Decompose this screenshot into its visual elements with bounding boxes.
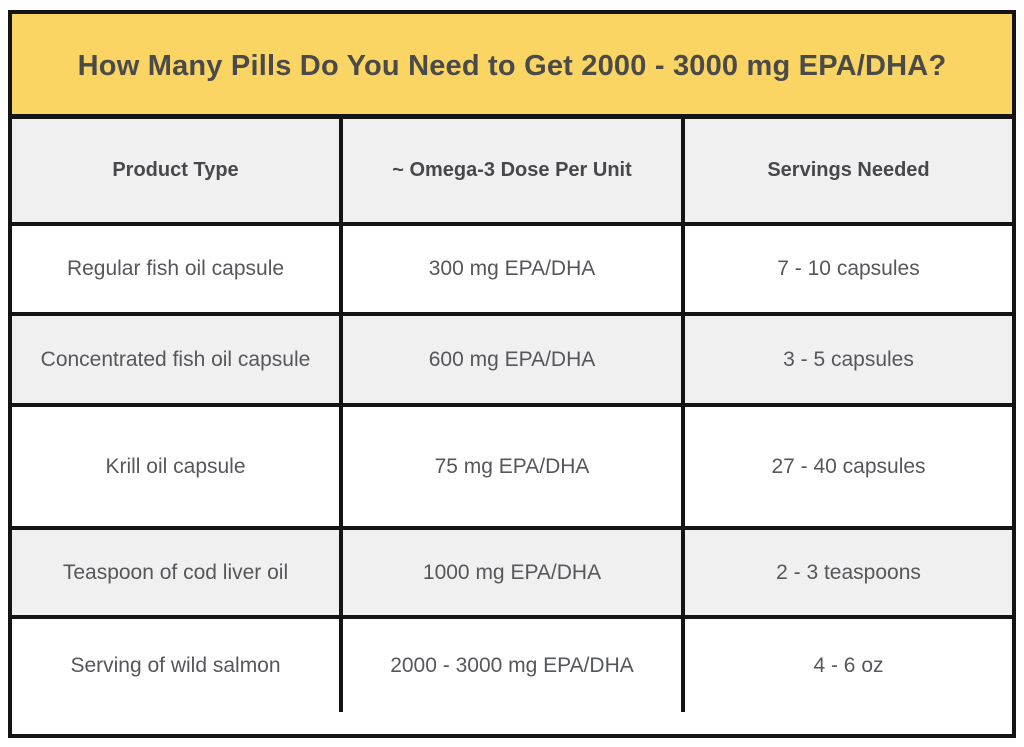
- cell-servings-needed: 2 - 3 teaspoons: [683, 528, 1012, 619]
- table-row-cod-liver-oil: Teaspoon of cod liver oil 1000 mg EPA/DH…: [12, 528, 1012, 619]
- cell-omega3-dose: 300 mg EPA/DHA: [341, 224, 685, 316]
- column-header-servings-needed: Servings Needed: [683, 119, 1012, 226]
- cell-omega3-dose: 75 mg EPA/DHA: [341, 405, 685, 530]
- table-title: How Many Pills Do You Need to Get 2000 -…: [77, 49, 947, 82]
- table-row-wild-salmon: Serving of wild salmon 2000 - 3000 mg EP…: [12, 617, 1012, 712]
- cell-omega3-dose: 1000 mg EPA/DHA: [341, 528, 685, 619]
- cell-servings-needed: 4 - 6 oz: [813, 653, 884, 677]
- title-band: How Many Pills Do You Need to Get 2000 -…: [12, 14, 1012, 119]
- cell-servings-needed: 3 - 5 capsules: [683, 314, 1012, 407]
- table-row-regular-fish-oil: Regular fish oil capsule 300 mg EPA/DHA …: [12, 224, 1012, 316]
- dosage-table: Product Type ~ Omega-3 Dose Per Unit Ser…: [12, 119, 1012, 712]
- table-frame: How Many Pills Do You Need to Get 2000 -…: [8, 10, 1016, 738]
- cell-product-type: Concentrated fish oil capsule: [12, 314, 343, 407]
- table-header-row: Product Type ~ Omega-3 Dose Per Unit Ser…: [12, 119, 1012, 226]
- cell-product-type: Serving of wild salmon: [12, 617, 343, 712]
- cell-product-type: Krill oil capsule: [12, 405, 343, 530]
- table-row-concentrated-fish-oil: Concentrated fish oil capsule 600 mg EPA…: [12, 314, 1012, 407]
- cell-product-type: Teaspoon of cod liver oil: [12, 528, 343, 619]
- cell-omega3-dose: 2000 - 3000 mg EPA/DHA: [341, 617, 685, 712]
- cell-servings-needed: 7 - 10 capsules: [683, 224, 1012, 316]
- cell-omega3-dose: 600 mg EPA/DHA: [341, 314, 685, 407]
- column-header-product-type: Product Type: [12, 119, 343, 226]
- column-header-omega3-dose: ~ Omega-3 Dose Per Unit: [341, 119, 685, 226]
- cell-servings-needed: 27 - 40 capsules: [683, 405, 1012, 530]
- table-row-krill-oil: Krill oil capsule 75 mg EPA/DHA 27 - 40 …: [12, 405, 1012, 530]
- cell-product-type: Regular fish oil capsule: [12, 224, 343, 316]
